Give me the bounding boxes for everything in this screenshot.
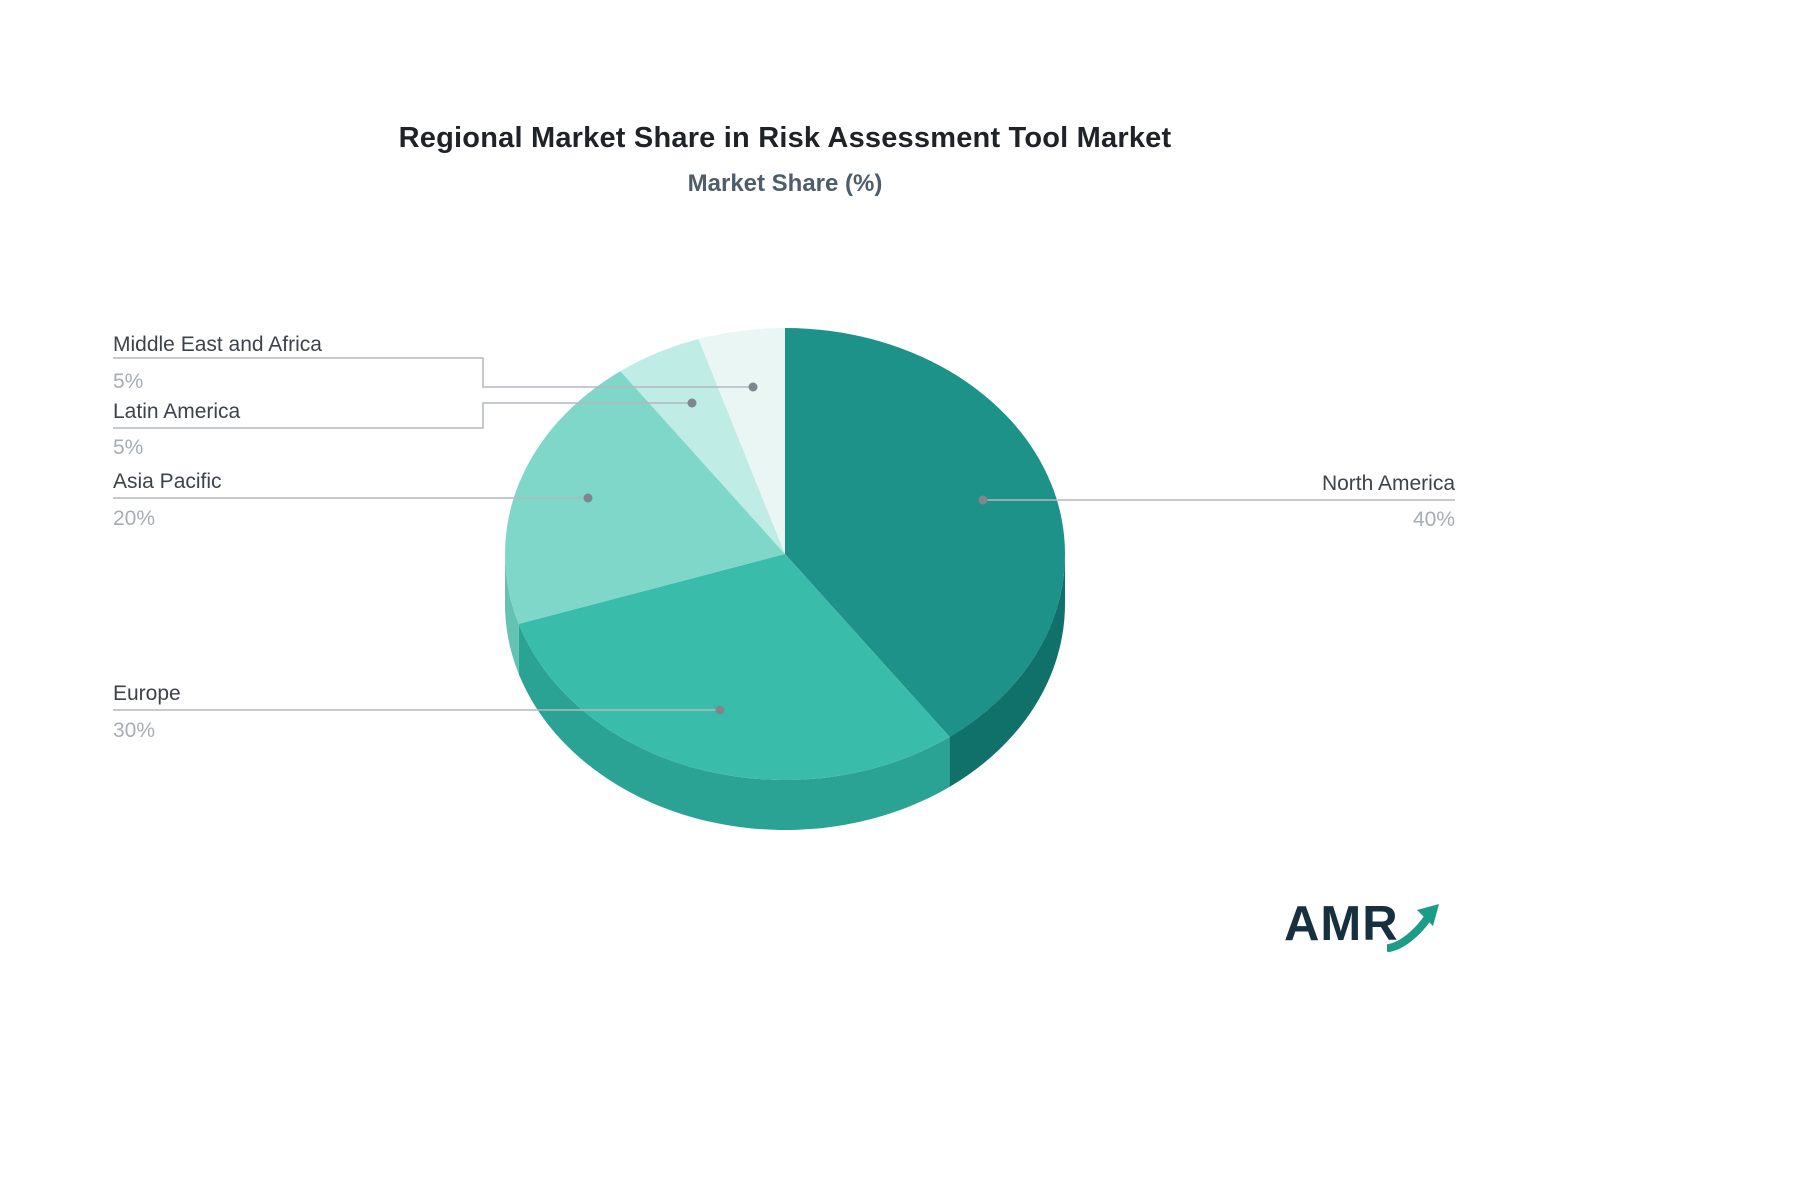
slice-label-value-europe: 30%	[113, 719, 155, 742]
leader-line-latin-america	[113, 402, 692, 429]
leader-dot-latin-america	[687, 398, 697, 408]
amr-logo: AMR	[1284, 896, 1444, 966]
pie-slice-side-asia-pacific	[505, 554, 519, 674]
amr-logo-arrow-icon	[1387, 904, 1439, 952]
pie-slice-europe[interactable]	[518, 554, 950, 780]
slice-label-name-middle-east-and-africa: Middle East and Africa	[113, 333, 322, 356]
chart-title: Regional Market Share in Risk Assessment…	[398, 122, 1172, 154]
slice-label-name-europe: Europe	[113, 682, 181, 705]
chart-subtitle: Market Share (%)	[687, 170, 883, 197]
leader-dot-middle-east-and-africa	[748, 382, 758, 392]
pie-slice-side-europe	[518, 623, 950, 830]
leader-dot-europe	[715, 705, 725, 715]
pie-slice-north-america[interactable]	[785, 328, 1065, 737]
pie-slice-middle-east-and-africa[interactable]	[698, 328, 785, 554]
slice-label-name-latin-america: Latin America	[113, 400, 241, 423]
slice-label-value-north-america: 40%	[1413, 508, 1455, 531]
slice-label-value-latin-america: 5%	[113, 436, 143, 459]
slice-label-value-middle-east-and-africa: 5%	[113, 370, 143, 393]
leader-dot-asia-pacific	[583, 493, 593, 503]
pie-slice-asia-pacific[interactable]	[505, 371, 785, 624]
pie-slice-side-north-america	[949, 554, 1065, 787]
slice-label-value-asia-pacific: 20%	[113, 507, 155, 530]
pie-slice-latin-america[interactable]	[620, 339, 785, 554]
slice-label-name-north-america: North America	[1322, 472, 1455, 495]
amr-logo-text: AMR	[1284, 897, 1399, 951]
leader-line-middle-east-and-africa	[113, 357, 753, 388]
slice-label-name-asia-pacific: Asia Pacific	[113, 470, 222, 493]
leader-dot-north-america	[978, 495, 988, 505]
